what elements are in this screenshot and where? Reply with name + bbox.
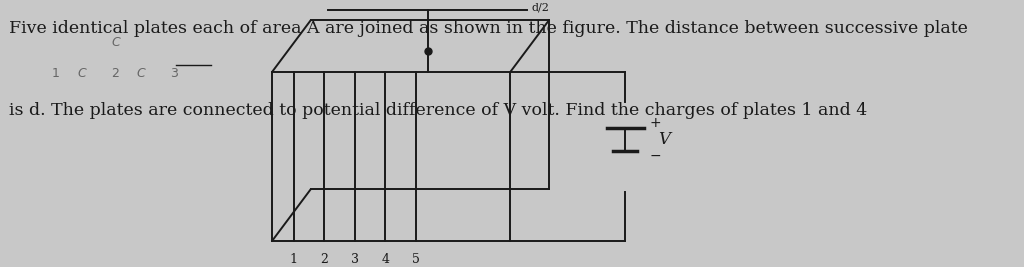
Text: is d. The plates are connected to potential difference of V volt. Find the charg: is d. The plates are connected to potent… — [8, 103, 866, 119]
Text: $C$: $C$ — [111, 36, 121, 49]
Text: 1: 1 — [290, 253, 298, 266]
Text: Five identical plates each of area A are joined as shown in the figure. The dist: Five identical plates each of area A are… — [8, 21, 968, 37]
Text: −: − — [649, 149, 660, 163]
Text: V: V — [657, 131, 670, 148]
Text: +: + — [649, 116, 660, 130]
Text: d/2: d/2 — [531, 3, 550, 13]
Text: $3$: $3$ — [170, 67, 179, 80]
Text: $C$: $C$ — [77, 67, 87, 80]
Text: 3: 3 — [351, 253, 358, 266]
Text: $C$: $C$ — [136, 67, 146, 80]
Text: $1$: $1$ — [51, 67, 59, 80]
Text: 5: 5 — [412, 253, 420, 266]
Text: $2$: $2$ — [111, 67, 119, 80]
Text: 2: 2 — [321, 253, 328, 266]
Text: 4: 4 — [381, 253, 389, 266]
